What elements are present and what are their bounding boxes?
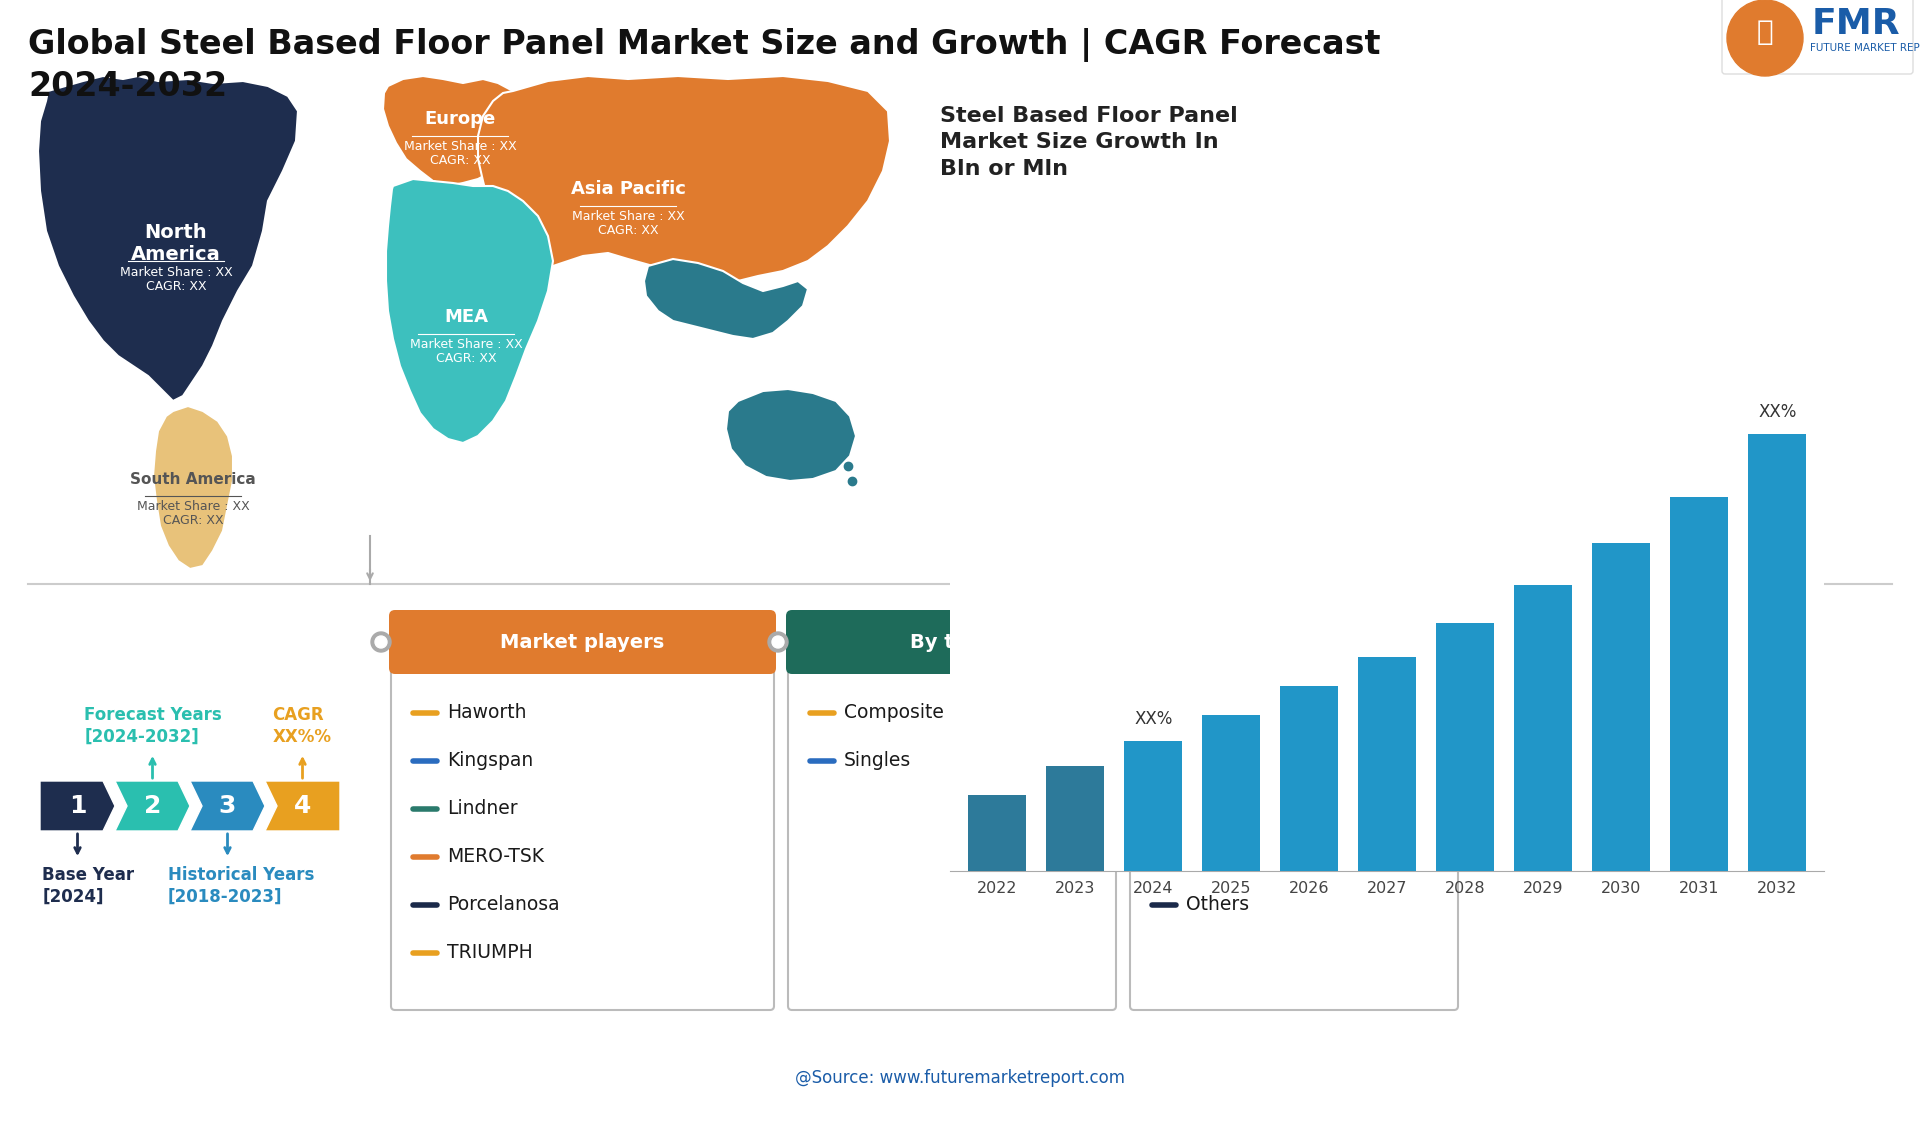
Text: 2: 2	[144, 794, 161, 818]
Text: Commercial: Commercial	[1187, 704, 1298, 722]
Text: Market Share : XX: Market Share : XX	[136, 501, 250, 513]
Circle shape	[1726, 0, 1803, 76]
Circle shape	[772, 636, 783, 647]
Circle shape	[371, 631, 392, 652]
Bar	[1670, 497, 1728, 871]
Text: CAGR: XX: CAGR: XX	[430, 155, 490, 167]
Circle shape	[768, 631, 787, 652]
Text: CAGR: XX: CAGR: XX	[436, 353, 495, 366]
Text: Computer: Computer	[1187, 752, 1279, 770]
Text: By type: By type	[910, 633, 995, 651]
Text: 3: 3	[219, 794, 236, 818]
Polygon shape	[386, 179, 553, 444]
Circle shape	[374, 636, 388, 647]
Polygon shape	[38, 76, 298, 401]
Text: FUTURE MARKET REPORT: FUTURE MARKET REPORT	[1811, 44, 1920, 53]
Text: FMR: FMR	[1812, 7, 1901, 41]
Text: TRIUMPH: TRIUMPH	[447, 943, 532, 963]
Text: MERO-TSK: MERO-TSK	[447, 848, 543, 866]
Text: Kingspan: Kingspan	[447, 752, 534, 770]
Text: Base Year
[2024]: Base Year [2024]	[42, 866, 134, 906]
Text: By application: By application	[1215, 633, 1373, 651]
Text: Forecast Years
[2024-2032]: Forecast Years [2024-2032]	[84, 706, 223, 746]
Text: CAGR
XX%%: CAGR XX%%	[273, 706, 332, 746]
Polygon shape	[643, 259, 808, 339]
Text: Industrial: Industrial	[1187, 848, 1275, 866]
Text: Family: Family	[1187, 800, 1246, 818]
Text: CAGR: XX: CAGR: XX	[597, 225, 659, 237]
Text: South America: South America	[131, 471, 255, 487]
Text: North
America: North America	[131, 223, 221, 265]
Text: CAGR: XX: CAGR: XX	[163, 515, 223, 527]
Text: Asia Pacific: Asia Pacific	[570, 180, 685, 198]
Text: Market Share : XX: Market Share : XX	[409, 338, 522, 352]
Text: @Source: www.futuremarketreport.com: @Source: www.futuremarketreport.com	[795, 1069, 1125, 1088]
Bar	[968, 795, 1027, 871]
Text: Market Share : XX: Market Share : XX	[119, 266, 232, 278]
Text: 4: 4	[294, 794, 311, 818]
Text: Europe: Europe	[424, 110, 495, 128]
Bar	[1436, 623, 1494, 871]
Bar	[1515, 586, 1572, 871]
Polygon shape	[154, 406, 232, 570]
Bar	[1281, 686, 1338, 871]
Polygon shape	[726, 388, 856, 481]
Text: 🔭: 🔭	[1757, 18, 1774, 46]
Polygon shape	[265, 782, 340, 831]
Polygon shape	[190, 782, 265, 831]
Text: Singles: Singles	[845, 752, 912, 770]
Polygon shape	[382, 76, 528, 186]
Text: Steel Based Floor Panel
Market Size Growth In
Bln or Mln: Steel Based Floor Panel Market Size Grow…	[941, 105, 1238, 179]
Circle shape	[1110, 631, 1131, 652]
FancyBboxPatch shape	[787, 664, 1116, 1010]
Text: CAGR: XX: CAGR: XX	[146, 280, 205, 292]
Text: Historical Years
[2018-2023]: Historical Years [2018-2023]	[167, 866, 313, 906]
Text: 1: 1	[69, 794, 86, 818]
Bar	[1202, 715, 1260, 871]
Bar	[1747, 434, 1807, 871]
Polygon shape	[115, 782, 190, 831]
Polygon shape	[478, 76, 891, 286]
Text: Market Share : XX: Market Share : XX	[403, 141, 516, 154]
Text: XX%: XX%	[1759, 403, 1797, 422]
Text: Haworth: Haworth	[447, 704, 526, 722]
FancyBboxPatch shape	[392, 664, 774, 1010]
Text: Composite: Composite	[845, 704, 945, 722]
Bar	[1046, 766, 1104, 871]
FancyBboxPatch shape	[1131, 664, 1457, 1010]
Text: Market Share : XX: Market Share : XX	[572, 211, 684, 223]
FancyBboxPatch shape	[390, 610, 776, 674]
Text: Lindner: Lindner	[447, 800, 518, 818]
FancyBboxPatch shape	[785, 610, 1117, 674]
Bar	[1357, 657, 1417, 871]
Polygon shape	[40, 782, 115, 831]
Text: Market players: Market players	[501, 633, 664, 651]
Bar	[1123, 740, 1183, 871]
Text: MEA: MEA	[444, 308, 488, 325]
Text: XX%: XX%	[1135, 711, 1173, 728]
Text: Porcelanosa: Porcelanosa	[447, 895, 559, 915]
Text: Others: Others	[1187, 895, 1250, 915]
Text: Global Steel Based Floor Panel Market Size and Growth | CAGR Forecast
2024-2032: Global Steel Based Floor Panel Market Si…	[29, 28, 1380, 103]
FancyBboxPatch shape	[1129, 610, 1459, 674]
Circle shape	[1114, 636, 1125, 647]
Bar	[1592, 543, 1651, 871]
